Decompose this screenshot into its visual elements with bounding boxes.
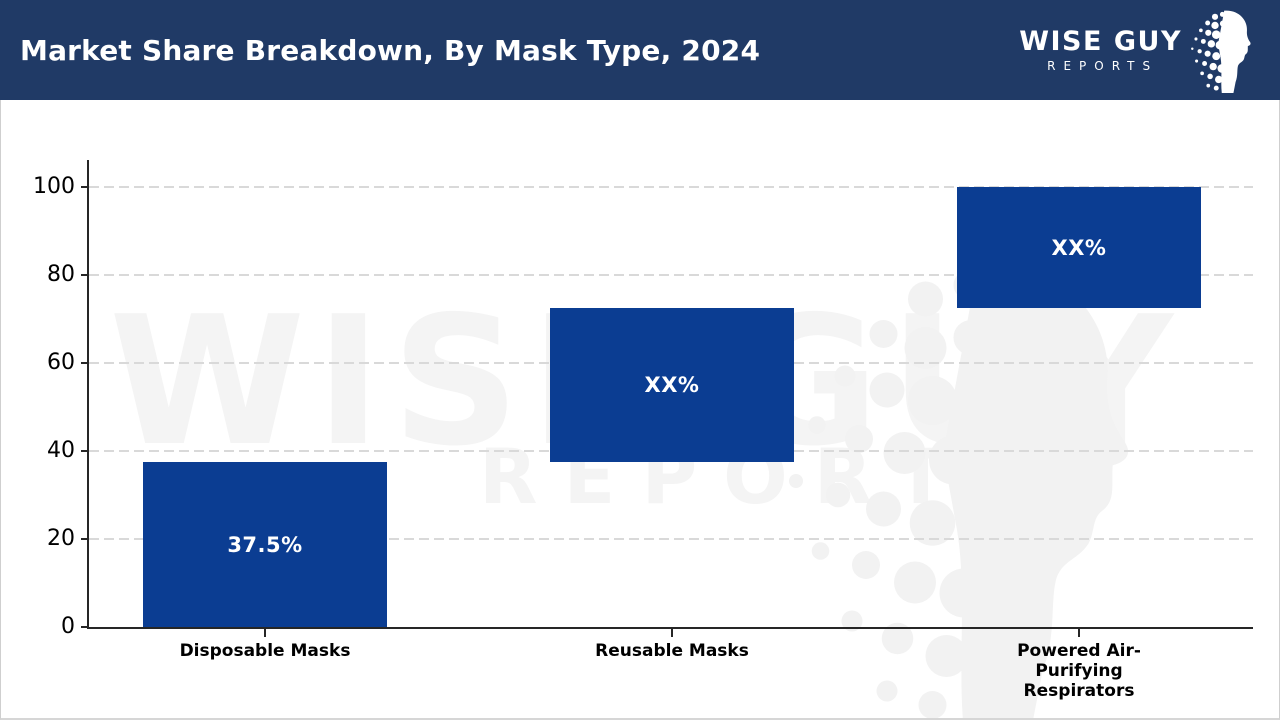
brand-logo: WISE GUY REPORTS	[1019, 7, 1260, 93]
x-axis-line	[87, 627, 1253, 629]
y-tick-label-0: 0	[61, 614, 75, 639]
gridline-20	[89, 538, 1253, 540]
y-tick-label-20: 20	[47, 526, 75, 551]
bar-0: 37.5%	[143, 462, 387, 627]
chart-plot-area: WISE GUY REPORTS 02040608010037.5%XX%XX%…	[0, 100, 1280, 720]
brand-head-icon	[1191, 10, 1251, 93]
brand-subtitle: REPORTS	[1047, 58, 1159, 73]
x-tick-0	[264, 629, 266, 637]
x-category-label-0: Disposable Masks	[179, 641, 351, 661]
y-tick-label-80: 80	[47, 262, 75, 287]
y-tick-20	[81, 538, 89, 540]
y-tick-60	[81, 362, 89, 364]
y-tick-80	[81, 274, 89, 276]
bar-value-label-1: XX%	[644, 373, 700, 397]
brand-name: WISE GUY	[1019, 26, 1182, 58]
y-tick-40	[81, 450, 89, 452]
gridline-100	[89, 186, 1253, 188]
x-tick-1	[671, 629, 673, 637]
x-category-label-1: Reusable Masks	[595, 641, 749, 661]
brand-logo-text: WISE GUY REPORTS	[1019, 27, 1182, 73]
bar-2: XX%	[957, 187, 1201, 308]
y-tick-label-60: 60	[47, 350, 75, 375]
y-tick-label-100: 100	[33, 174, 75, 199]
x-tick-2	[1078, 629, 1080, 637]
bar-1: XX%	[550, 308, 794, 462]
header: Market Share Breakdown, By Mask Type, 20…	[0, 0, 1280, 100]
bar-value-label-0: 37.5%	[227, 532, 303, 557]
gridline-80	[89, 274, 1253, 276]
x-category-label-2: Powered Air- Purifying Respirators	[1017, 641, 1141, 701]
y-tick-100	[81, 186, 89, 188]
y-axis-line	[87, 160, 89, 629]
bar-value-label-2: XX%	[1051, 235, 1107, 260]
y-tick-0	[81, 626, 89, 628]
y-tick-label-40: 40	[47, 438, 75, 463]
page-title: Market Share Breakdown, By Mask Type, 20…	[20, 33, 761, 67]
